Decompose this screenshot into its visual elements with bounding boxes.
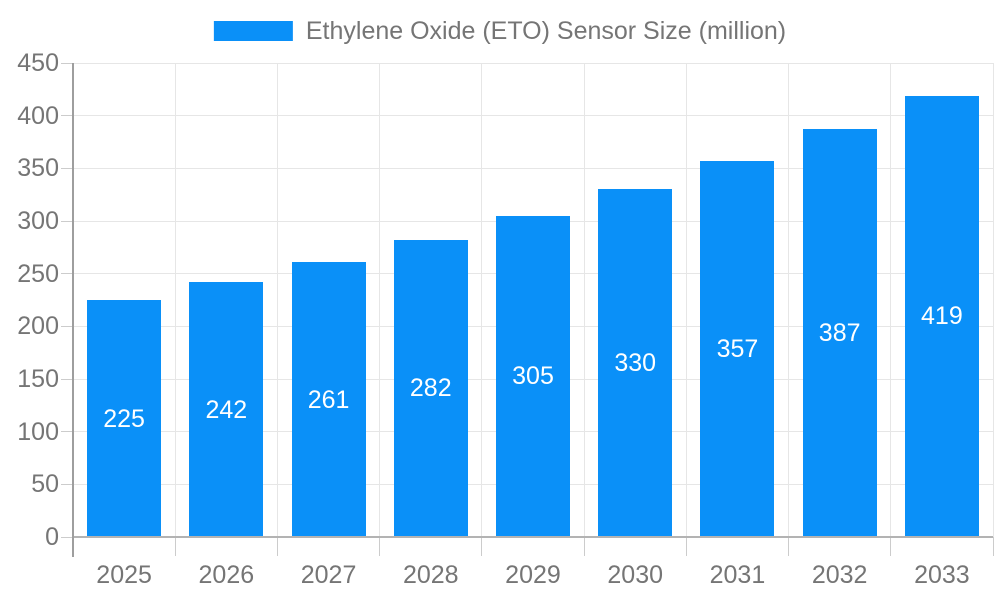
x-axis-label: 2025 (96, 561, 152, 589)
bar[interactable]: 419 (904, 95, 979, 537)
x-axis-label: 2026 (198, 561, 255, 589)
bar[interactable]: 225 (87, 300, 162, 537)
y-axis-tick (61, 378, 73, 380)
y-gridline (73, 115, 993, 117)
x-axis-tick (276, 537, 278, 556)
bar[interactable]: 305 (496, 215, 570, 537)
bar[interactable]: 387 (802, 129, 877, 537)
x-axis-tick (788, 537, 790, 556)
bar[interactable]: 261 (291, 262, 366, 537)
x-axis-label: 2032 (811, 561, 868, 589)
y-axis-label: 150 (17, 365, 59, 393)
bar-value-label: 225 (103, 404, 145, 433)
y-axis-label: 50 (31, 470, 59, 499)
x-axis-tick (890, 537, 892, 556)
y-axis-label: 250 (17, 259, 59, 288)
legend-label: Ethylene Oxide (ETO) Sensor Size (millio… (305, 17, 787, 45)
y-axis-label: 100 (17, 417, 59, 446)
bar-value-label: 330 (614, 349, 657, 378)
x-gridline (174, 63, 176, 537)
x-axis-label: 2028 (402, 561, 459, 589)
x-axis-tick (685, 537, 687, 556)
bar-value-label: 242 (205, 395, 248, 424)
x-gridline (890, 63, 892, 537)
bar-value-label: 387 (818, 319, 861, 348)
y-axis-label: 450 (17, 49, 59, 77)
y-axis-label: 350 (17, 154, 59, 183)
bar-value-label: 419 (921, 302, 963, 331)
y-axis-tick (61, 536, 73, 538)
x-axis-tick (379, 537, 381, 556)
y-axis-tick (61, 325, 73, 327)
bar-value-label: 357 (716, 334, 759, 363)
bar-value-label: 305 (512, 362, 554, 391)
x-gridline (276, 63, 278, 537)
y-axis-tick (61, 62, 73, 64)
bar[interactable]: 357 (700, 160, 775, 537)
chart-legend: Ethylene Oxide (ETO) Sensor Size (millio… (213, 17, 787, 45)
y-axis-tick (61, 115, 73, 117)
bar[interactable]: 282 (393, 239, 468, 537)
y-axis-label: 200 (17, 312, 59, 341)
x-axis-label: 2033 (914, 561, 970, 589)
x-gridline (685, 63, 687, 537)
x-axis-label: 2029 (505, 561, 561, 589)
y-axis-label: 400 (17, 101, 59, 130)
x-axis-label: 2027 (300, 561, 357, 589)
y-axis-label: 300 (17, 207, 59, 235)
x-gridline (788, 63, 790, 537)
x-gridline (992, 63, 994, 537)
y-axis-tick (61, 483, 73, 485)
x-gridline (379, 63, 381, 537)
y-axis-tick (61, 431, 73, 433)
bar[interactable]: 242 (189, 282, 264, 537)
y-axis-tick (61, 220, 73, 222)
y-axis-label: 0 (45, 523, 59, 551)
x-axis-label: 2031 (709, 561, 766, 589)
x-axis-tick (583, 537, 585, 556)
y-gridline (73, 62, 993, 64)
y-axis-tick (61, 273, 73, 275)
bar-value-label: 261 (307, 385, 350, 414)
bar-value-label: 282 (409, 374, 452, 403)
y-gridline (73, 167, 993, 169)
x-axis-label: 2030 (607, 561, 664, 589)
y-axis-line (72, 63, 74, 557)
x-axis-tick (992, 537, 994, 556)
x-gridline (481, 63, 483, 537)
x-axis-tick (174, 537, 176, 556)
x-gridline (583, 63, 585, 537)
y-axis-tick (61, 167, 73, 169)
x-axis-line (73, 536, 993, 538)
bar[interactable]: 330 (598, 189, 673, 537)
x-axis-tick (481, 537, 483, 556)
legend-swatch (213, 21, 293, 41)
